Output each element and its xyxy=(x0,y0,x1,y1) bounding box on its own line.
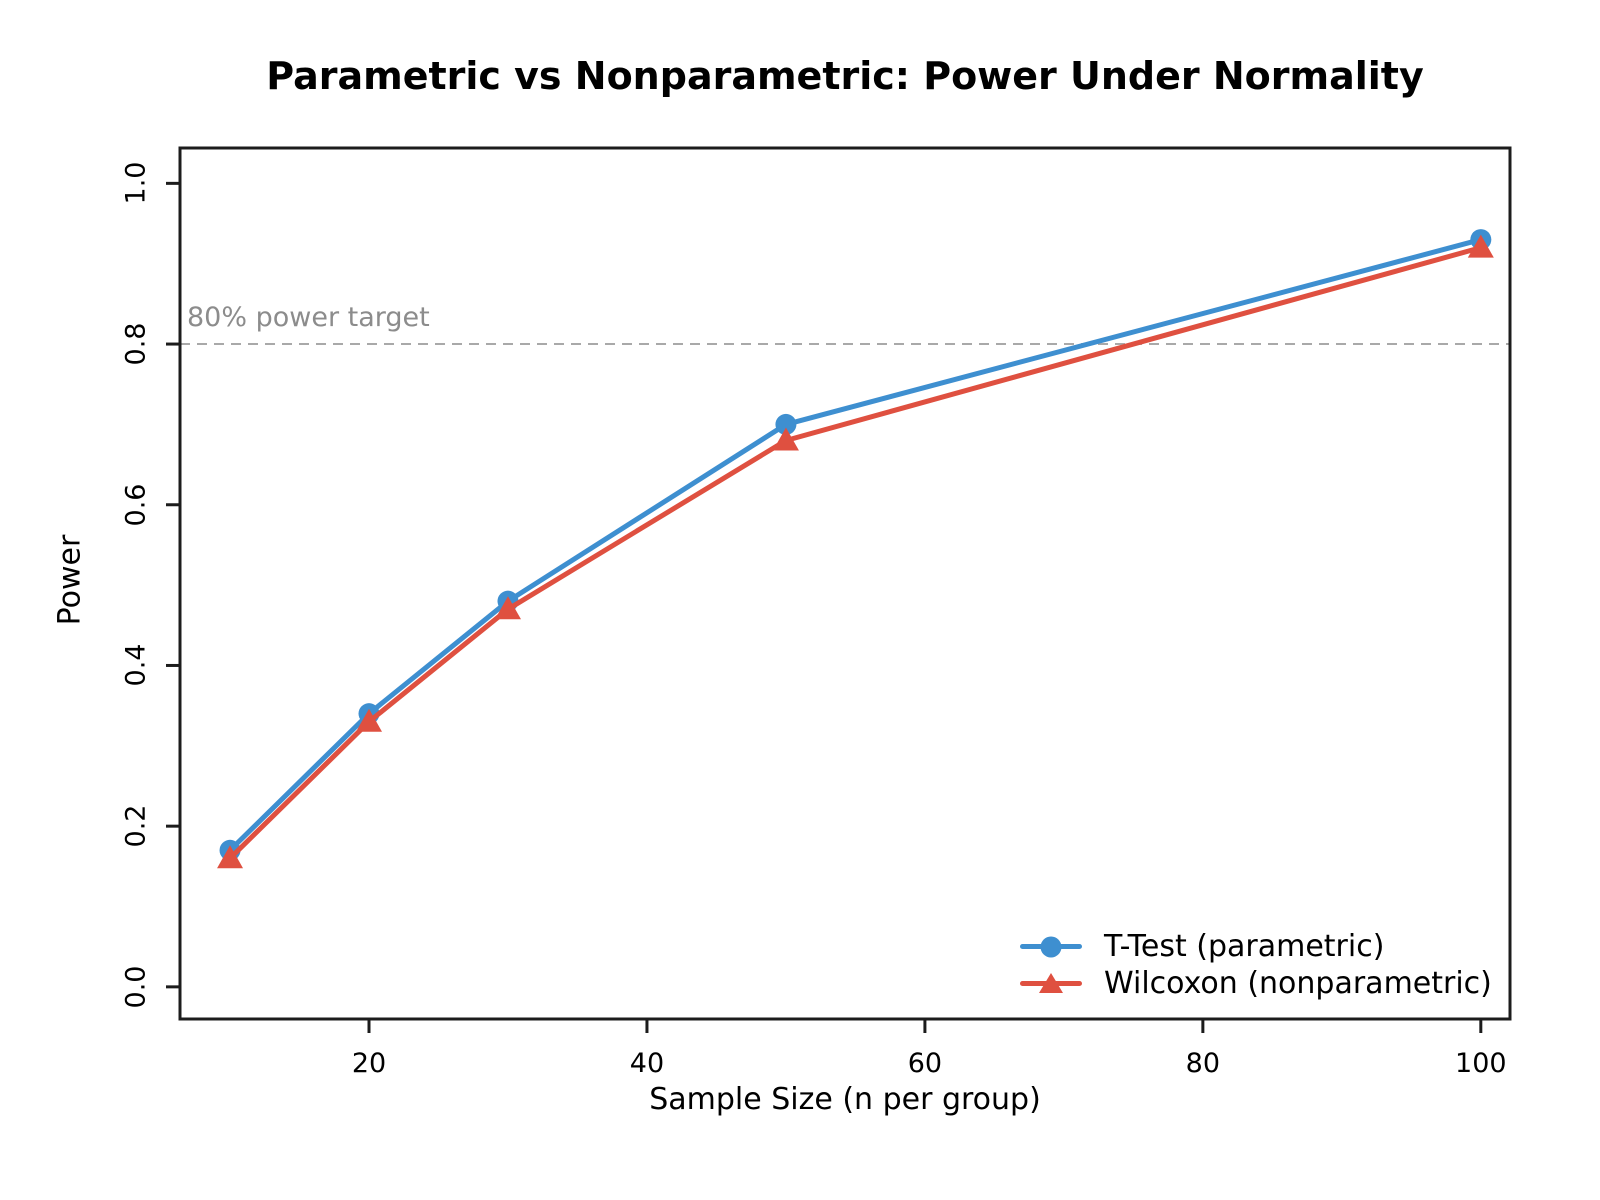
legend-item-wilcoxon: Wilcoxon (nonparametric) xyxy=(1020,965,1492,1002)
x-tick-label: 20 xyxy=(351,1048,387,1079)
y-tick-label: 0.0 xyxy=(120,965,152,1009)
y-tick-label: 1.0 xyxy=(120,161,152,205)
triangle-marker-icon xyxy=(1039,972,1063,993)
x-tick-label: 60 xyxy=(907,1048,943,1079)
legend-marker-wilcoxon xyxy=(1020,971,1082,997)
y-tick-label: 0.6 xyxy=(120,483,152,527)
data-point-triangle xyxy=(356,708,383,732)
target-line-label: 80% power target xyxy=(187,302,430,333)
x-tick-label: 80 xyxy=(1185,1048,1221,1079)
x-tick-label: 100 xyxy=(1455,1048,1507,1079)
legend-label-ttest: T-Test (parametric) xyxy=(1104,929,1385,964)
y-tick-label: 0.8 xyxy=(120,322,152,366)
y-tick-label: 0.2 xyxy=(120,804,152,848)
x-axis-label: Sample Size (n per group) xyxy=(649,1082,1041,1117)
data-point-triangle xyxy=(494,596,521,620)
data-point-circle xyxy=(775,413,797,435)
x-tick-label: 40 xyxy=(629,1048,665,1079)
chart-title: Parametric vs Nonparametric: Power Under… xyxy=(266,54,1424,98)
legend-marker-ttest xyxy=(1020,934,1082,960)
data-point-triangle xyxy=(1467,234,1494,258)
plot-border xyxy=(178,146,1512,1021)
legend-label-wilcoxon: Wilcoxon (nonparametric) xyxy=(1104,966,1492,1001)
series-line-wilcoxon xyxy=(227,245,1484,861)
legend: T-Test (parametric) Wilcoxon (nonparamet… xyxy=(1020,928,1492,1002)
y-axis-label: Power xyxy=(52,534,88,626)
circle-marker-icon xyxy=(1040,936,1062,957)
data-point-triangle xyxy=(217,845,244,869)
data-point-triangle xyxy=(772,427,799,451)
y-tick-label: 0.4 xyxy=(120,643,152,687)
legend-item-ttest: T-Test (parametric) xyxy=(1020,928,1492,965)
